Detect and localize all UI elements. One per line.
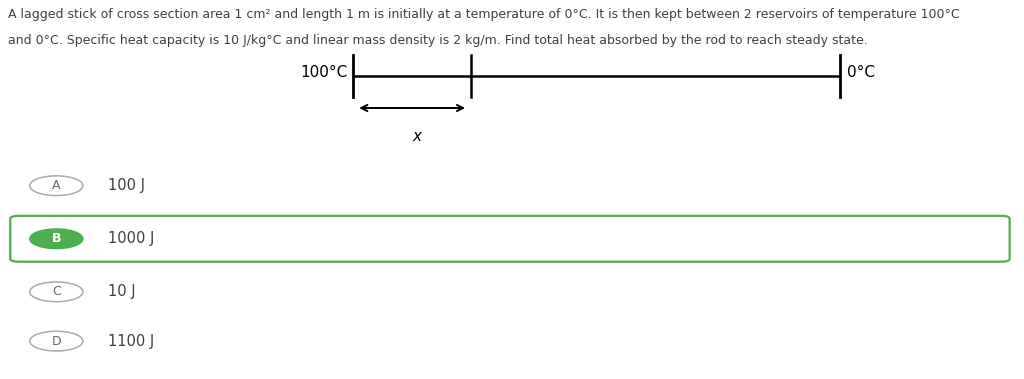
- Circle shape: [30, 331, 83, 351]
- Text: x: x: [413, 129, 422, 144]
- Text: B: B: [51, 232, 61, 245]
- Text: 1000 J: 1000 J: [108, 231, 154, 246]
- Text: 100°C: 100°C: [300, 65, 347, 80]
- Circle shape: [30, 229, 83, 249]
- Text: 1100 J: 1100 J: [108, 334, 154, 349]
- Text: and 0°C. Specific heat capacity is 10 J/kg°C and linear mass density is 2 kg/m. : and 0°C. Specific heat capacity is 10 J/…: [8, 34, 868, 47]
- Text: 100 J: 100 J: [108, 178, 144, 193]
- FancyBboxPatch shape: [10, 216, 1010, 262]
- Text: C: C: [52, 285, 60, 298]
- Circle shape: [30, 176, 83, 196]
- Text: 0°C: 0°C: [847, 65, 874, 80]
- Circle shape: [30, 282, 83, 302]
- Text: A lagged stick of cross section area 1 cm² and length 1 m is initially at a temp: A lagged stick of cross section area 1 c…: [8, 8, 959, 20]
- Text: A: A: [52, 179, 60, 192]
- Text: D: D: [51, 335, 61, 348]
- Text: 10 J: 10 J: [108, 284, 135, 299]
